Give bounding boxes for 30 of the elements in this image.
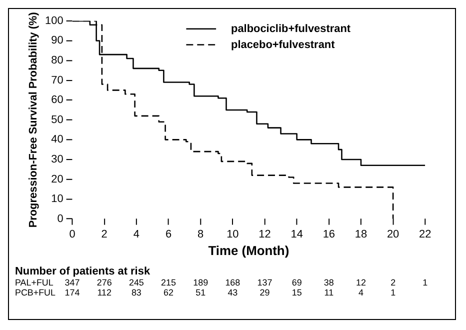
x-tick-label: 10 [226, 228, 239, 240]
x-tick-label: 16 [322, 228, 335, 240]
x-tick-label: 8 [198, 228, 204, 240]
text: PCB+FUL 174 112 83 62 51 43 29 15 11 4 1 [14, 288, 396, 298]
text: Number of patients at risk [14, 265, 151, 278]
x-tick-label: 12 [258, 228, 271, 240]
y-tick-label: 80 [51, 54, 64, 67]
x-tick-label: 14 [290, 228, 303, 240]
x-tick-label: 6 [165, 228, 172, 240]
y-tick-label: 90 [51, 34, 64, 47]
y-tick-label: 0 [57, 212, 64, 225]
y-tick-label: 50 [51, 114, 64, 126]
y-tick-label: 70 [51, 74, 64, 86]
x-tick-label: 22 [419, 228, 432, 240]
x-tick-label: 18 [354, 228, 368, 240]
legend-label: placebo+fulvestrant [231, 38, 336, 51]
y-tick-label: 20 [51, 173, 64, 186]
y-axis-title: Progression-Free Survival Probability (%) [28, 12, 40, 228]
y-tick-label: 30 [51, 153, 64, 166]
x-tick-label: 2 [101, 228, 108, 240]
legend-label: palbociclib+fulvestrant [231, 22, 351, 35]
x-tick-label: 0 [69, 228, 76, 240]
y-tick-label: 100 [45, 14, 64, 27]
y-tick-label: 40 [51, 134, 64, 146]
y-tick-label: 60 [51, 94, 64, 106]
x-axis-title: Time (Month) [208, 243, 290, 258]
y-tick-label: 10 [51, 193, 64, 206]
x-tick-label: 4 [133, 228, 140, 240]
text: PAL+FUL 347 276 245 215 189 168 137 69 38 12 2 1 [14, 278, 428, 288]
x-tick-label: 20 [386, 228, 400, 240]
